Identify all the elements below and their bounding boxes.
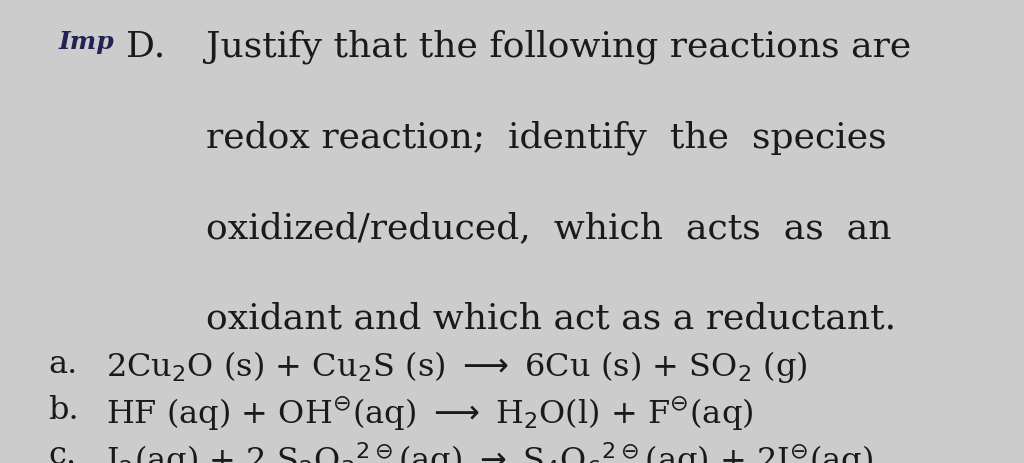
Text: a.: a. — [48, 350, 78, 381]
Text: c.: c. — [48, 440, 77, 463]
Text: I$_2$(aq) + 2 S$_2$O$_3$$^{2\ominus}$(aq) $\rightarrow$ S$_4$O$_6$$^{2\ominus}$(: I$_2$(aq) + 2 S$_2$O$_3$$^{2\ominus}$(aq… — [105, 440, 872, 463]
Text: D.: D. — [126, 30, 165, 63]
Text: Justify that the following reactions are: Justify that the following reactions are — [206, 30, 911, 64]
Text: redox reaction;  identify  the  species: redox reaction; identify the species — [206, 120, 887, 155]
Text: oxidized/reduced,  which  acts  as  an: oxidized/reduced, which acts as an — [206, 211, 892, 245]
Text: oxidant and which act as a reductant.: oxidant and which act as a reductant. — [206, 302, 896, 336]
Text: 2Cu$_2$O (s) + Cu$_2$S (s) $\longrightarrow$ 6Cu (s) + SO$_2$ (g): 2Cu$_2$O (s) + Cu$_2$S (s) $\longrightar… — [105, 350, 807, 386]
Text: b.: b. — [48, 395, 79, 426]
Text: HF (aq) + OH$^{\ominus}$(aq) $\longrightarrow$ H$_2$O(l) + F$^{\ominus}$(aq): HF (aq) + OH$^{\ominus}$(aq) $\longright… — [105, 395, 753, 433]
Text: Imp: Imp — [58, 30, 114, 54]
